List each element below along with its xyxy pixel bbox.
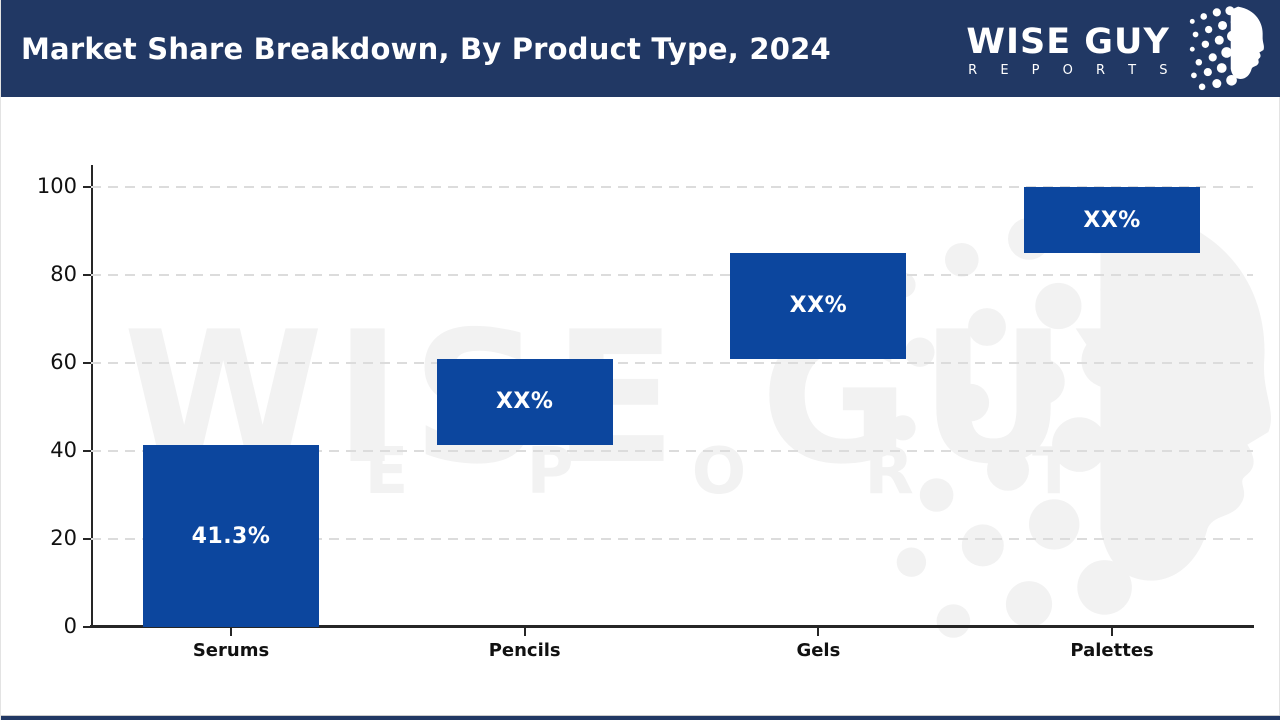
y-tick-mark-0 — [83, 626, 91, 628]
y-tick-mark-40 — [83, 450, 91, 452]
bar-value-label: 41.3% — [191, 523, 271, 549]
y-tick-label-80: 80 — [50, 262, 77, 286]
gridline-80 — [91, 274, 1253, 276]
footer-strip — [1, 715, 1280, 720]
x-tick-mark-gels — [817, 628, 820, 636]
x-tick-label-pencils: Pencils — [488, 640, 561, 661]
x-tick-mark-serums — [230, 628, 232, 636]
y-tick-label-100: 100 — [36, 174, 77, 198]
gridline-100 — [91, 186, 1253, 188]
x-tick-label-serums: Serums — [192, 640, 270, 661]
y-tick-label-0: 0 — [63, 614, 77, 638]
bar-serums: 41.3% — [143, 445, 319, 627]
bar-value-label: XX% — [1083, 207, 1141, 233]
bar-value-label: XX% — [495, 389, 554, 415]
x-tick-mark-palettes — [1111, 628, 1114, 636]
x-tick-label-gels: Gels — [796, 640, 841, 661]
brand-logo-text: WISE GUY R E P O R T S — [959, 23, 1177, 78]
waterfall-chart: 0 20 40 60 80 100 41.3% Serums XX% Pencils XX% Gels… — [1, 97, 1280, 717]
brand-subname: R E P O R T S — [968, 62, 1177, 78]
bar-pencils: XX% — [436, 358, 613, 446]
bar-palettes: XX% — [1024, 187, 1201, 253]
gridline-60 — [91, 362, 1253, 364]
x-tick-label-palettes: Palettes — [1070, 640, 1154, 661]
y-tick-label-60: 60 — [50, 350, 77, 374]
dotted-head-icon — [1189, 6, 1264, 91]
y-tick-mark-60 — [83, 362, 91, 364]
brand-logo: WISE GUY R E P O R T S — [959, 4, 1267, 96]
y-axis-line — [91, 165, 93, 627]
brand-name: WISE GUY — [966, 21, 1170, 62]
x-axis-line — [90, 625, 1254, 628]
y-tick-label-40: 40 — [50, 438, 77, 462]
bar-gels: XX% — [730, 253, 907, 359]
page-title: Market Share Breakdown, By Product Type,… — [21, 31, 831, 66]
header-band: Market Share Breakdown, By Product Type,… — [1, 0, 1280, 97]
y-tick-label-20: 20 — [50, 526, 77, 550]
y-tick-mark-100 — [83, 186, 91, 188]
bar-value-label: XX% — [789, 293, 848, 319]
gridline-20 — [91, 538, 1253, 540]
y-tick-mark-20 — [83, 538, 91, 540]
gridline-40 — [91, 450, 1253, 452]
y-tick-mark-80 — [83, 274, 91, 276]
x-tick-mark-pencils — [523, 628, 526, 636]
